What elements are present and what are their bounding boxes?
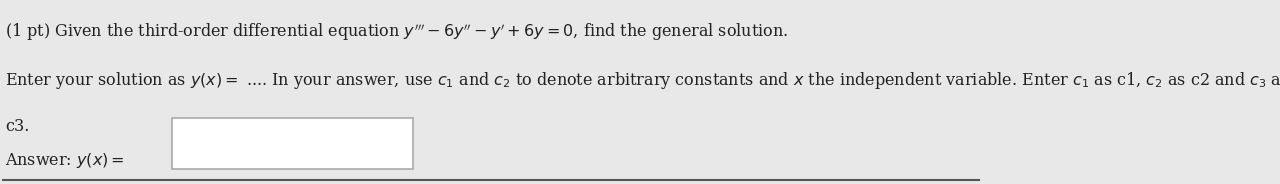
Text: c3.: c3.: [5, 118, 29, 135]
FancyBboxPatch shape: [172, 118, 412, 169]
Text: Enter your solution as $y(x) =$ .... In your answer, use $c_1$ and $c_2$ to deno: Enter your solution as $y(x) =$ .... In …: [5, 70, 1280, 91]
Text: (1 pt) Given the third-order differential equation $y''' - 6y'' - y' + 6y = 0$, : (1 pt) Given the third-order differentia…: [5, 22, 788, 43]
Text: Answer: $y(x) =$: Answer: $y(x) =$: [5, 151, 124, 170]
